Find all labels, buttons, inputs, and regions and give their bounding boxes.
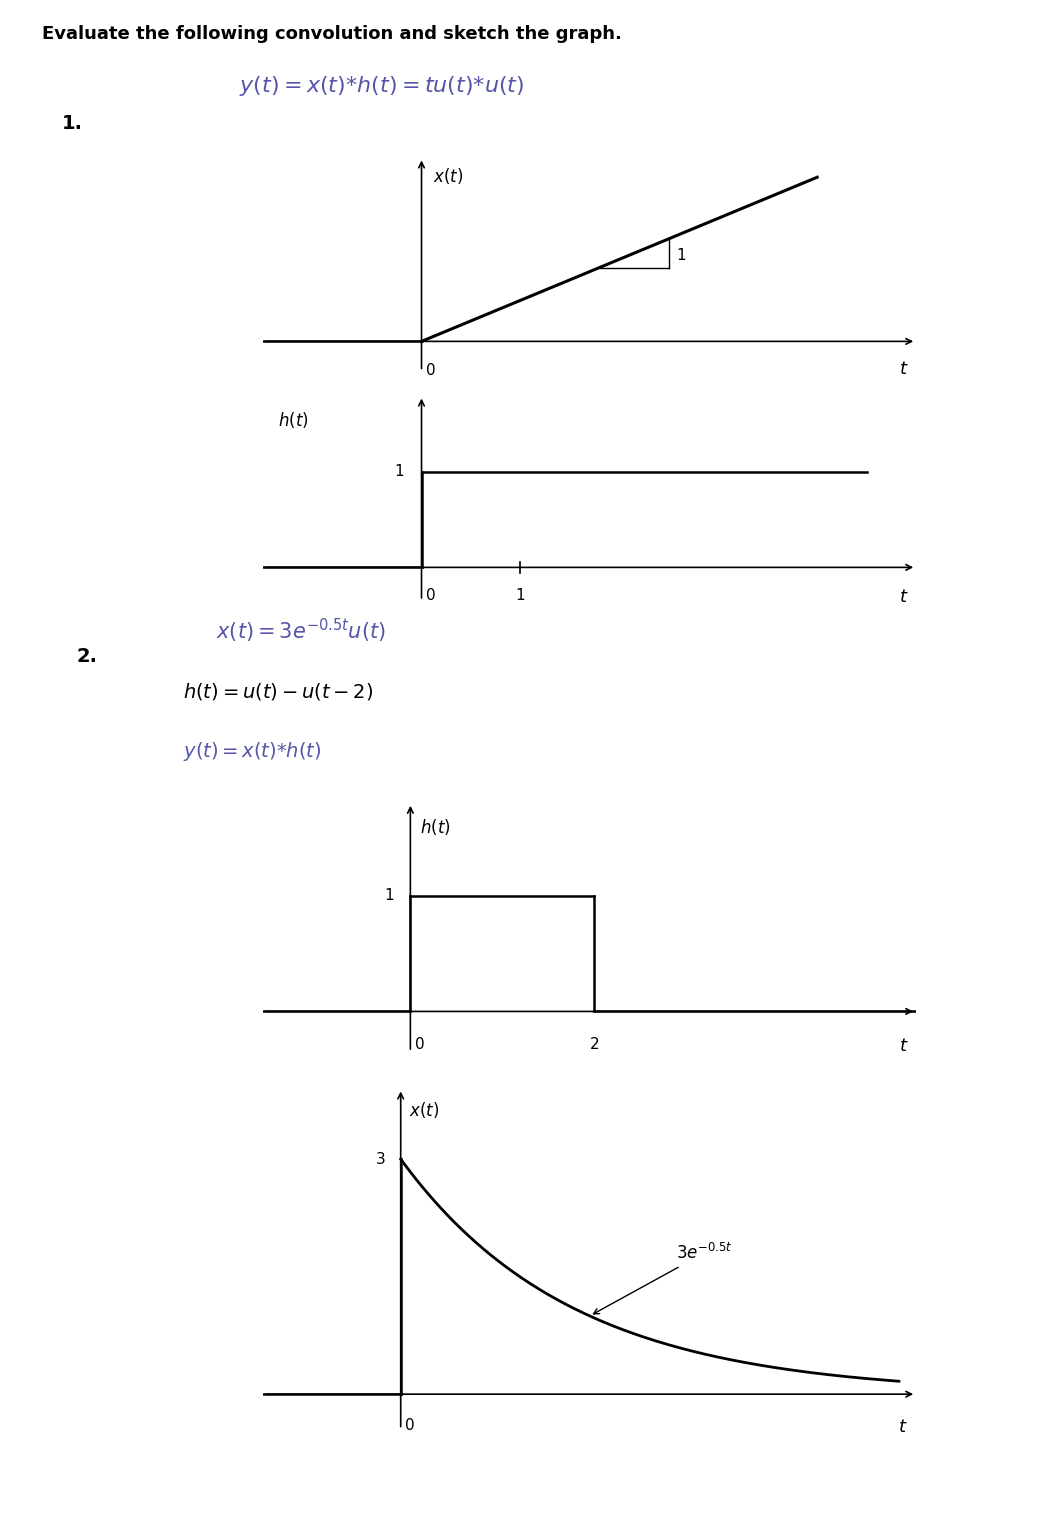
- Text: $t$: $t$: [898, 1418, 908, 1436]
- Text: 0: 0: [426, 363, 436, 377]
- Text: 1: 1: [516, 589, 525, 604]
- Text: 1.: 1.: [61, 113, 82, 133]
- Text: $y(t) = x(t)$*$h(t) = tu(t)$*$u(t)$: $y(t) = x(t)$*$h(t) = tu(t)$*$u(t)$: [239, 74, 523, 98]
- Text: 1: 1: [384, 888, 394, 903]
- Text: $h(t)$: $h(t)$: [278, 409, 309, 429]
- Text: $y(t) = x(t)$*$h(t)$: $y(t) = x(t)$*$h(t)$: [182, 740, 321, 763]
- Text: $t$: $t$: [898, 589, 908, 607]
- Text: $x(t) = 3e^{-0.5t}u(t)$: $x(t) = 3e^{-0.5t}u(t)$: [217, 616, 386, 645]
- Text: 2: 2: [590, 1036, 599, 1052]
- Text: $h(t)= u(t) - u(t-2)$: $h(t)= u(t) - u(t-2)$: [182, 681, 373, 702]
- Text: $h(t)$: $h(t)$: [419, 817, 451, 837]
- Text: $x(t)$: $x(t)$: [410, 1101, 440, 1121]
- Text: $t$: $t$: [899, 1036, 909, 1055]
- Text: 0: 0: [426, 589, 436, 604]
- Text: $3e^{-0.5t}$: $3e^{-0.5t}$: [594, 1243, 733, 1314]
- Text: $x(t)$: $x(t)$: [434, 166, 463, 185]
- Text: 1: 1: [677, 248, 687, 264]
- Text: 2.: 2.: [76, 647, 97, 665]
- Text: 0: 0: [405, 1418, 415, 1433]
- Text: 3: 3: [376, 1151, 385, 1167]
- Text: 1: 1: [394, 464, 403, 480]
- Text: Evaluate the following convolution and sketch the graph.: Evaluate the following convolution and s…: [42, 25, 622, 43]
- Text: 0: 0: [415, 1036, 424, 1052]
- Text: $t$: $t$: [898, 360, 908, 379]
